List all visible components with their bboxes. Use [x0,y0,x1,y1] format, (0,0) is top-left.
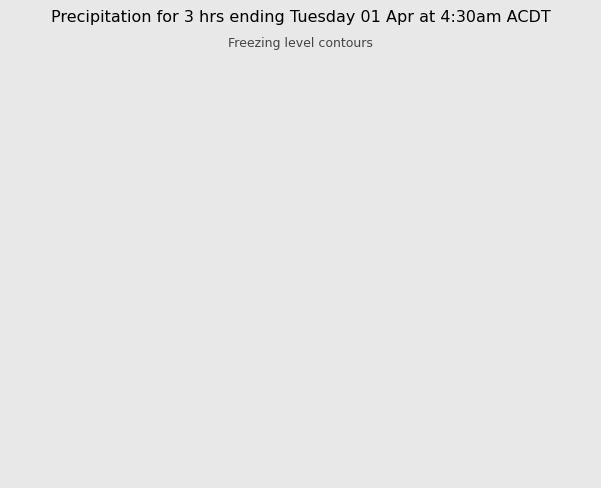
Text: Precipitation for 3 hrs ending Tuesday 01 Apr at 4:30am ACDT: Precipitation for 3 hrs ending Tuesday 0… [50,10,551,25]
Text: Freezing level contours: Freezing level contours [228,37,373,50]
